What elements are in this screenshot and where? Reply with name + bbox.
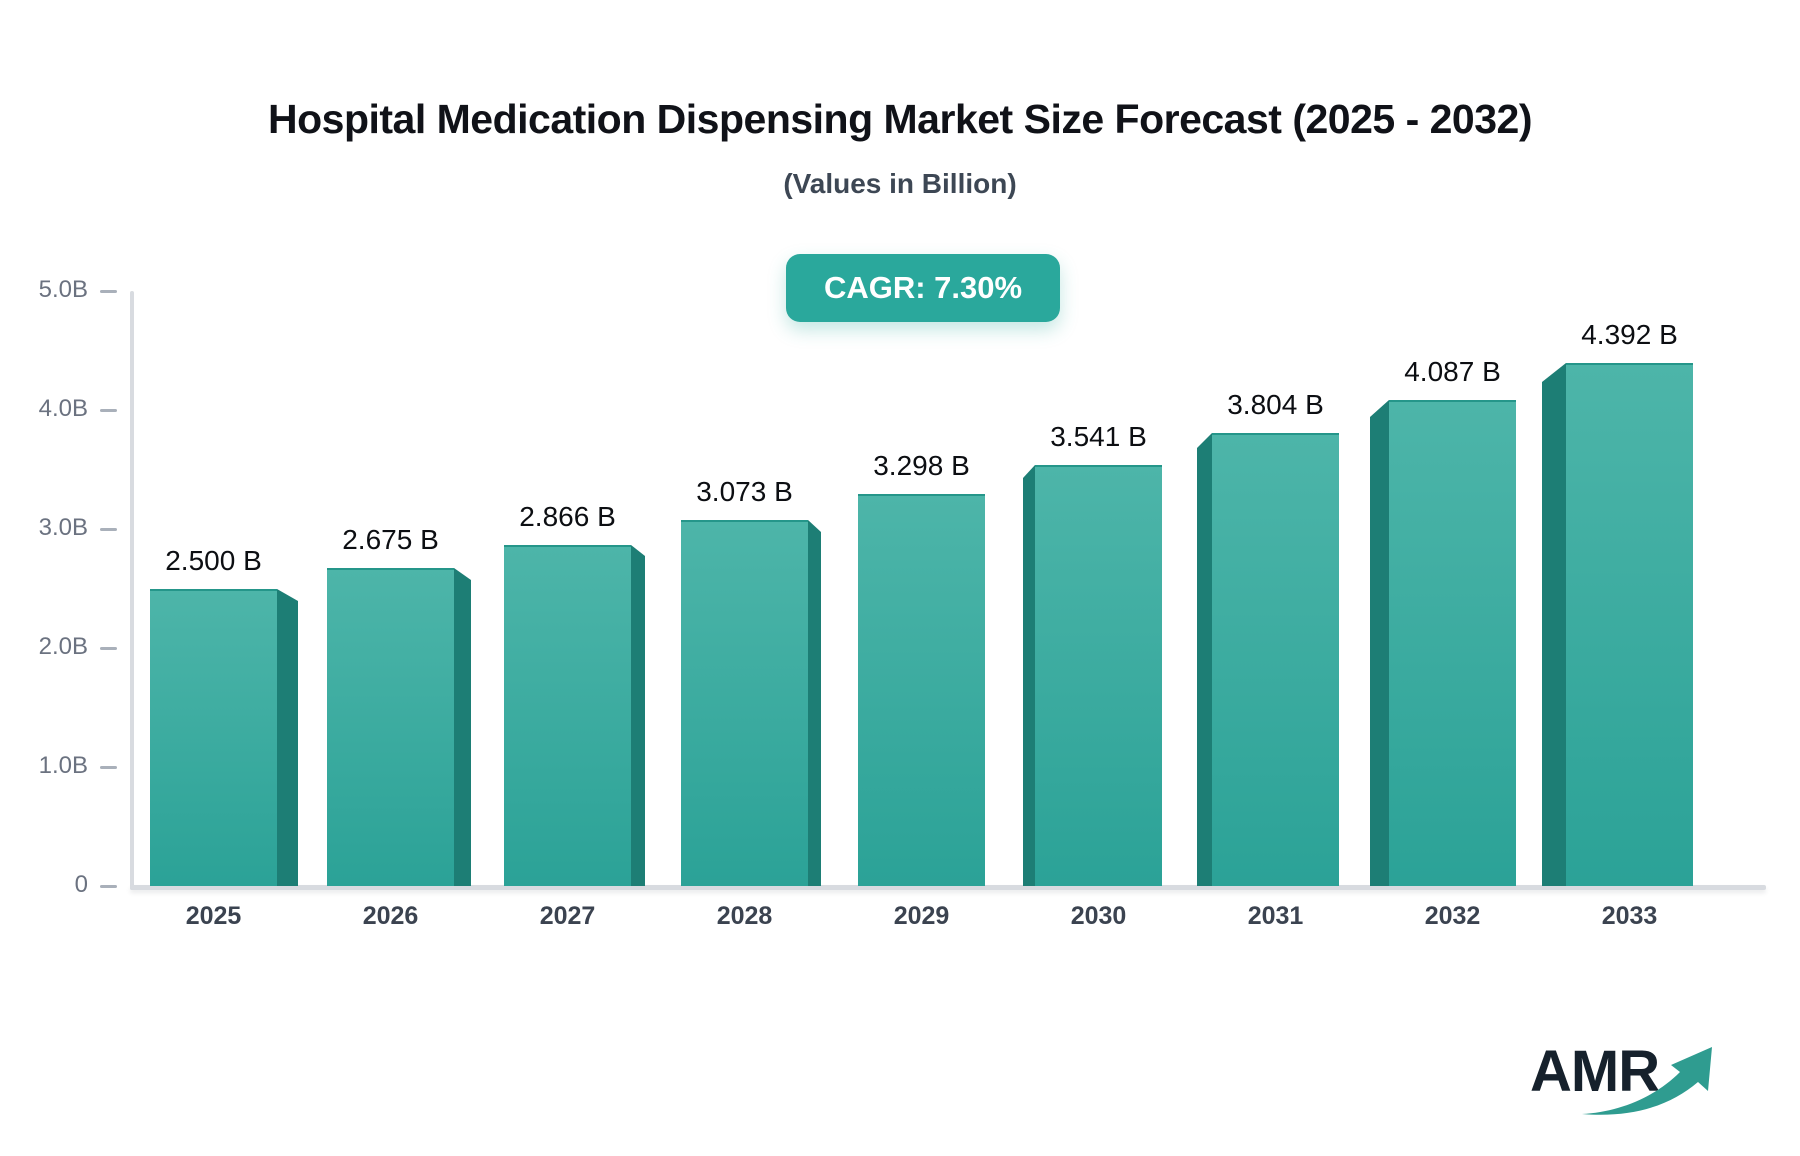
bar-face [327,567,454,886]
bar-value-label: 3.541 B [1050,420,1147,452]
bar-side-face [277,588,298,886]
bar-side-face [1023,464,1035,886]
chart-subtitle: (Values in Billion) [783,168,1017,199]
y-axis-tick [100,885,117,888]
bar-value-label: 2.675 B [342,523,439,555]
bar-side-face [631,544,645,886]
bar-face [1566,363,1693,886]
bar-2026 [327,567,471,886]
y-axis-tick [100,290,117,293]
bar-value-label: 4.392 B [1581,319,1678,351]
bar-face [1389,399,1516,886]
x-axis-label: 2028 [716,902,773,930]
bar-side-face [454,567,471,886]
y-axis-label: 4.0B [38,395,88,422]
x-axis-label: 2032 [1424,902,1481,930]
bar-2033 [1542,363,1693,886]
growth-arrow-icon [1582,1047,1712,1115]
bar-2028 [681,520,821,886]
y-axis-label: 1.0B [38,752,88,779]
x-axis-line [130,885,1766,890]
bar-2030 [1023,464,1162,886]
x-axis-label: 2027 [539,902,596,930]
amr-logo: AMR [1500,1022,1730,1122]
y-axis-tick [100,766,117,769]
bar-2027 [504,544,645,886]
y-axis-tick [100,528,117,531]
x-axis-label: 2026 [362,902,419,930]
bar-side-face [1370,399,1389,886]
x-axis-label: 2029 [893,902,950,930]
y-axis-label: 2.0B [38,633,88,660]
bar-2031 [1197,433,1339,886]
y-axis-label: 0 [74,871,88,898]
y-axis-tick [100,647,117,650]
x-axis-label: 2033 [1601,902,1658,930]
bar-face [504,544,631,886]
bar-face [150,588,277,886]
bar-2025 [150,588,298,886]
bar-face [1212,433,1339,886]
bar-side-face [808,520,821,886]
bar-face [858,493,985,886]
bar-value-label: 4.087 B [1404,355,1501,387]
chart-title: Hospital Medication Dispensing Market Si… [268,96,1532,142]
bar-2029 [858,493,985,886]
bar-2032 [1370,399,1516,886]
bar-value-label: 2.866 B [519,500,616,532]
bar-value-label: 2.500 B [165,544,262,576]
bar-value-label: 3.804 B [1227,389,1324,421]
bar-value-label: 3.073 B [696,476,793,508]
bar-face [681,520,808,886]
bar-side-face [1542,363,1566,886]
y-axis-label: 3.0B [38,514,88,541]
y-axis-line [130,291,134,890]
bar-value-label: 3.298 B [873,449,970,481]
x-axis-label: 2030 [1070,902,1127,930]
y-axis-label: 5.0B [38,276,88,303]
y-axis-tick [100,409,117,412]
bar-side-face [1197,433,1212,886]
bar-face [1035,464,1162,886]
amr-logo-text: AMR [1530,1039,1660,1104]
x-axis-label: 2025 [185,902,242,930]
cagr-badge: CAGR: 7.30% [786,254,1060,322]
x-axis-label: 2031 [1247,902,1304,930]
